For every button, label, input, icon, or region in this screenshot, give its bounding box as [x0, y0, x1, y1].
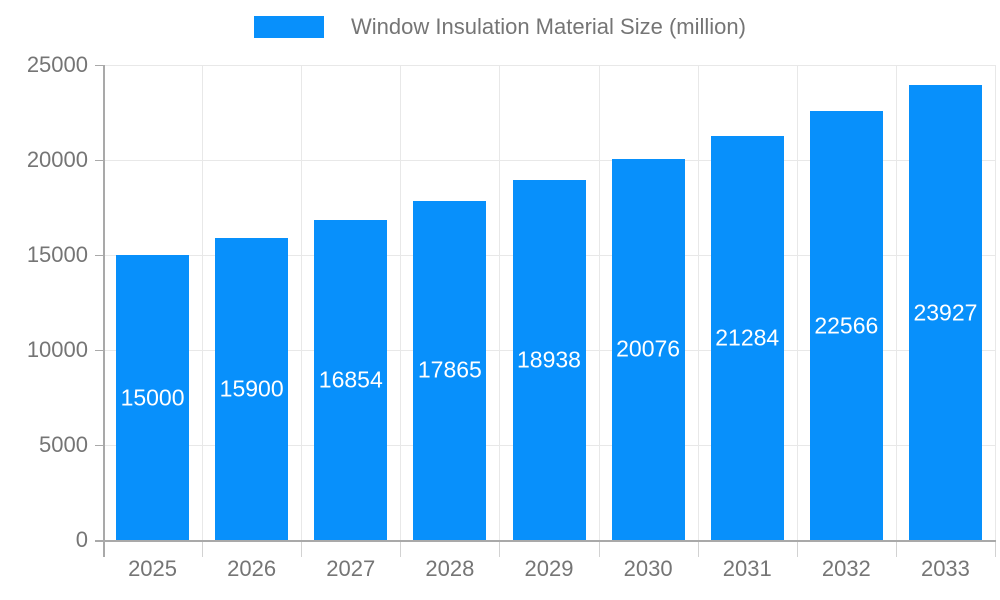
- y-axis-tick: [95, 65, 103, 66]
- bar-value-label: 20076: [616, 335, 681, 362]
- y-axis-tick-label: 25000: [26, 52, 88, 77]
- x-axis-tick-label: 2029: [524, 556, 574, 581]
- x-axis-tick-label: 2025: [128, 556, 178, 581]
- gridline-vertical: [995, 65, 996, 540]
- x-axis-tick-label: 2027: [326, 556, 376, 581]
- x-axis-tick-label: 2028: [425, 556, 475, 581]
- bar-value-label: 23927: [913, 299, 978, 326]
- y-axis-tick-label: 20000: [26, 147, 88, 172]
- x-axis-tick: [895, 540, 897, 557]
- bar-value-label: 22566: [814, 312, 879, 339]
- bar-2030[interactable]: 20076: [611, 158, 685, 540]
- y-axis-tick: [95, 350, 103, 351]
- bar-2028[interactable]: 17865: [413, 200, 487, 540]
- bar-2029[interactable]: 18938: [512, 180, 586, 540]
- gridline-vertical: [598, 65, 600, 540]
- legend-item[interactable]: Window Insulation Material Size (million…: [0, 14, 1000, 40]
- legend-label: Window Insulation Material Size (million…: [351, 14, 746, 39]
- y-axis-line: [103, 65, 105, 557]
- y-axis-tick-label: 5000: [39, 432, 88, 457]
- x-axis-tick-label: 2033: [920, 556, 970, 581]
- y-axis-tick-label: 10000: [26, 337, 88, 362]
- x-axis-tick: [995, 540, 996, 557]
- gridline-vertical: [202, 65, 204, 540]
- y-axis-tick: [95, 160, 103, 161]
- x-axis-tick: [598, 540, 600, 557]
- bar-2032[interactable]: 22566: [809, 111, 883, 540]
- y-axis-tick: [95, 255, 103, 256]
- bar-value-label: 17865: [417, 356, 482, 383]
- bar-value-label: 15000: [120, 384, 185, 410]
- x-axis-tick-label: 2030: [623, 556, 673, 581]
- bar-value-label: 16854: [318, 366, 383, 393]
- x-axis-tick: [202, 540, 204, 557]
- y-axis-tick-label: 15000: [26, 242, 88, 267]
- x-axis-tick-label: 2031: [722, 556, 772, 581]
- bar-value-label: 21284: [715, 324, 780, 351]
- gridline-horizontal: [103, 65, 995, 66]
- x-axis-tick-label: 2032: [821, 556, 871, 581]
- y-axis-tick: [95, 445, 103, 446]
- gridline-vertical: [301, 65, 303, 540]
- x-axis-tick-label: 2026: [227, 556, 277, 581]
- bar-2025[interactable]: 15000: [116, 255, 190, 540]
- bar-value-label: 15900: [219, 375, 284, 402]
- y-axis-tick-label: 0: [75, 527, 88, 552]
- bar-2031[interactable]: 21284: [710, 135, 784, 540]
- x-axis-tick: [697, 540, 699, 557]
- bar-value-label: 18938: [517, 346, 581, 373]
- x-axis-tick: [400, 540, 402, 557]
- bar-2027[interactable]: 16854: [314, 219, 388, 540]
- gridline-vertical: [400, 65, 402, 540]
- gridline-horizontal: [103, 160, 995, 161]
- x-axis-tick: [796, 540, 798, 557]
- gridline-vertical: [697, 65, 699, 540]
- gridline-vertical: [895, 65, 897, 540]
- bar-2033[interactable]: 23927: [908, 85, 982, 540]
- gridline-vertical: [499, 65, 501, 540]
- bar-2026[interactable]: 15900: [215, 237, 289, 540]
- legend-swatch-icon: [254, 16, 325, 38]
- x-axis-tick: [301, 540, 303, 557]
- x-axis-tick: [499, 540, 501, 557]
- gridline-vertical: [796, 65, 798, 540]
- x-axis-line: [95, 540, 996, 542]
